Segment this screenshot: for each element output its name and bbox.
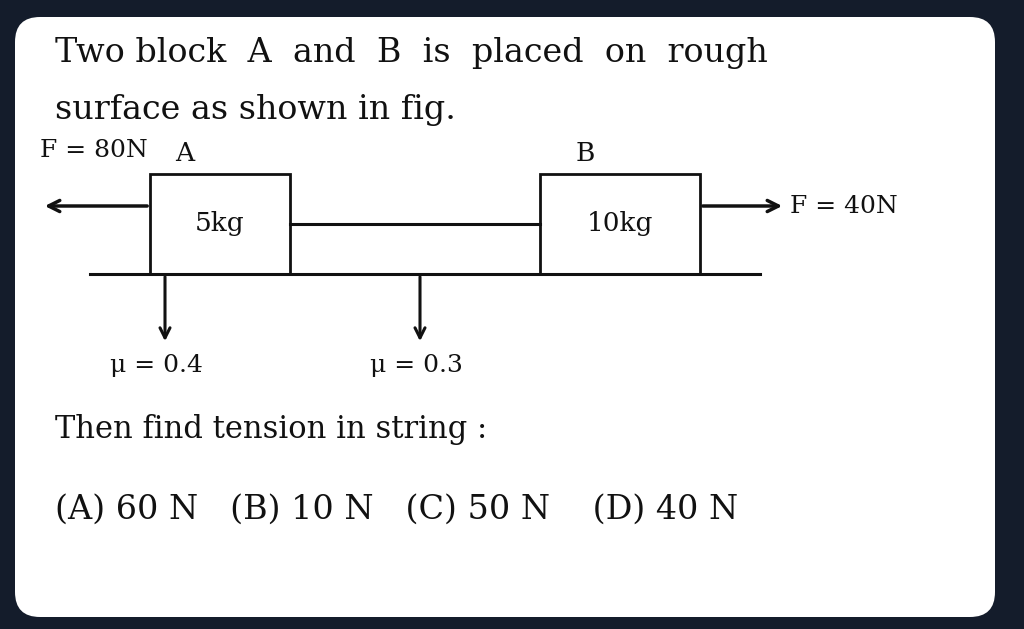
- Text: Then find tension in string :: Then find tension in string :: [55, 414, 487, 445]
- Text: F = 40N: F = 40N: [790, 194, 898, 218]
- FancyBboxPatch shape: [15, 17, 995, 617]
- Text: μ = 0.4: μ = 0.4: [110, 354, 203, 377]
- Text: surface as shown in fig.: surface as shown in fig.: [55, 94, 456, 126]
- Text: A: A: [175, 141, 195, 166]
- Text: 5kg: 5kg: [196, 211, 245, 237]
- Text: Two block  A  and  B  is  placed  on  rough: Two block A and B is placed on rough: [55, 37, 768, 69]
- Text: 10kg: 10kg: [587, 211, 653, 237]
- Text: F = 80N: F = 80N: [40, 139, 147, 162]
- Bar: [540, 174, 700, 274]
- Text: μ = 0.3: μ = 0.3: [370, 354, 463, 377]
- Bar: [150, 174, 290, 274]
- Text: (A) 60 N   (B) 10 N   (C) 50 N    (D) 40 N: (A) 60 N (B) 10 N (C) 50 N (D) 40 N: [55, 494, 738, 526]
- Text: B: B: [575, 141, 595, 166]
